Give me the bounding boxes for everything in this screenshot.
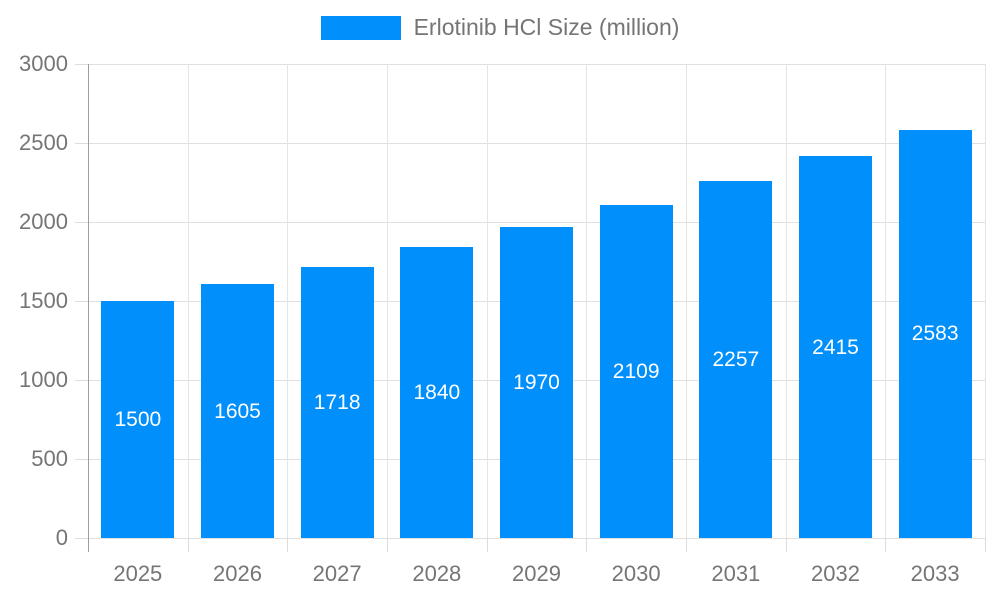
x-axis-tick: [686, 538, 687, 552]
gridline-horizontal: [88, 538, 985, 539]
bar-2027[interactable]: 1718: [300, 266, 374, 538]
gridline-vertical: [287, 64, 289, 538]
y-axis-tick: [75, 64, 88, 65]
x-axis-tick: [387, 538, 388, 552]
gridline-vertical: [985, 64, 986, 538]
x-axis-label-2026: 2026: [213, 561, 262, 586]
x-axis-label-2031: 2031: [711, 561, 761, 586]
y-axis-line: [88, 64, 89, 552]
bar-2032[interactable]: 2415: [799, 156, 872, 538]
x-axis-label-2033: 2033: [910, 561, 960, 586]
y-axis-label: 1500: [19, 288, 68, 313]
gridline-vertical: [187, 64, 189, 538]
gridline-vertical: [885, 64, 887, 538]
x-axis-tick: [287, 538, 289, 552]
x-axis-label-2028: 2028: [412, 561, 462, 586]
bar-value-label: 2109: [612, 359, 660, 383]
y-axis-label: 2000: [19, 209, 68, 234]
y-axis-tick: [75, 459, 88, 460]
y-axis-label: 1000: [19, 367, 68, 392]
gridline-vertical: [785, 64, 787, 538]
bar-value-label: 1840: [413, 381, 461, 405]
bar-2033[interactable]: 2583: [898, 129, 972, 538]
bar-value-label: 2583: [911, 322, 959, 346]
gridline-horizontal: [88, 143, 985, 144]
x-axis-tick: [486, 538, 488, 552]
gridline-vertical: [686, 64, 687, 538]
x-axis-tick: [785, 538, 787, 552]
x-axis-tick: [885, 538, 887, 552]
x-axis-label-2025: 2025: [113, 561, 163, 586]
bar-2031[interactable]: 2257: [699, 181, 773, 538]
y-axis-label: 500: [31, 446, 68, 471]
bar-value-label: 1970: [513, 370, 560, 394]
y-axis-tick: [75, 538, 88, 539]
x-axis-label-2027: 2027: [312, 561, 362, 586]
gridline-horizontal: [88, 222, 985, 223]
y-axis-tick: [75, 301, 88, 302]
bar-value-label: 1500: [114, 408, 162, 431]
x-axis-label-2030: 2030: [611, 561, 661, 586]
gridline-vertical: [486, 64, 488, 538]
legend-item[interactable]: Erlotinib HCl Size (million): [0, 14, 1000, 41]
bar-2028[interactable]: 1840: [400, 247, 474, 538]
x-axis-tick: [586, 538, 588, 552]
y-axis-label: 0: [55, 525, 68, 550]
gridline-vertical: [586, 64, 588, 538]
legend-swatch: [320, 15, 401, 40]
y-axis-tick: [75, 222, 88, 223]
y-axis-tick: [75, 380, 88, 381]
bar-2029[interactable]: 1970: [500, 226, 573, 538]
y-axis-tick: [75, 143, 88, 144]
gridline-horizontal: [88, 64, 985, 65]
gridline-vertical: [387, 64, 388, 538]
bar-value-label: 2257: [712, 348, 760, 372]
bar-value-label: 1605: [214, 399, 261, 423]
x-axis-label-2029: 2029: [512, 561, 561, 586]
legend-label: Erlotinib HCl Size (million): [413, 14, 680, 40]
bar-value-label: 2415: [812, 335, 859, 359]
bar-2025[interactable]: 1500: [101, 301, 175, 538]
y-axis-label: 3000: [19, 51, 68, 76]
x-axis-tick: [985, 538, 986, 552]
bar-2026[interactable]: 1605: [201, 284, 274, 538]
x-axis-tick: [187, 538, 189, 552]
y-axis-label: 2500: [19, 130, 68, 155]
bar-2030[interactable]: 2109: [599, 204, 673, 538]
bar-value-label: 1718: [313, 390, 361, 414]
x-axis-label-2032: 2032: [811, 561, 860, 586]
